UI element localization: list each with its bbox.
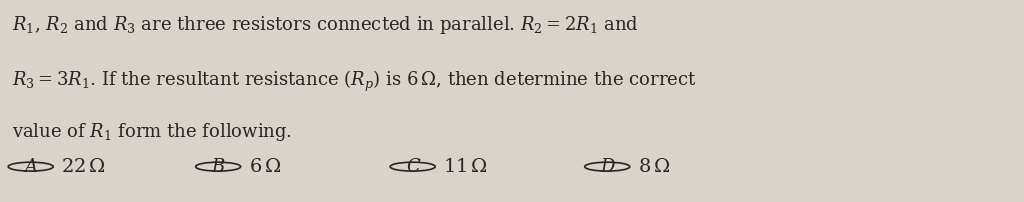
Text: A: A [25, 158, 37, 176]
Text: $8\,\Omega$: $8\,\Omega$ [638, 158, 671, 176]
Text: $11\,\Omega$: $11\,\Omega$ [443, 158, 488, 176]
Text: $R_1$, $R_2$ and $R_3$ are three resistors connected in parallel. $R_2 = 2R_1$ a: $R_1$, $R_2$ and $R_3$ are three resisto… [12, 14, 639, 36]
Text: $6\,\Omega$: $6\,\Omega$ [249, 158, 282, 176]
Text: D: D [600, 158, 614, 176]
Text: C: C [406, 158, 420, 176]
Text: $R_3 = 3R_1$. If the resultant resistance ($R_p$) is 6$\,\Omega$, then determine: $R_3 = 3R_1$. If the resultant resistanc… [12, 69, 696, 94]
Text: value of $R_1$ form the following.: value of $R_1$ form the following. [12, 121, 292, 143]
Text: $22\,\Omega$: $22\,\Omega$ [61, 158, 106, 176]
Text: B: B [212, 158, 224, 176]
